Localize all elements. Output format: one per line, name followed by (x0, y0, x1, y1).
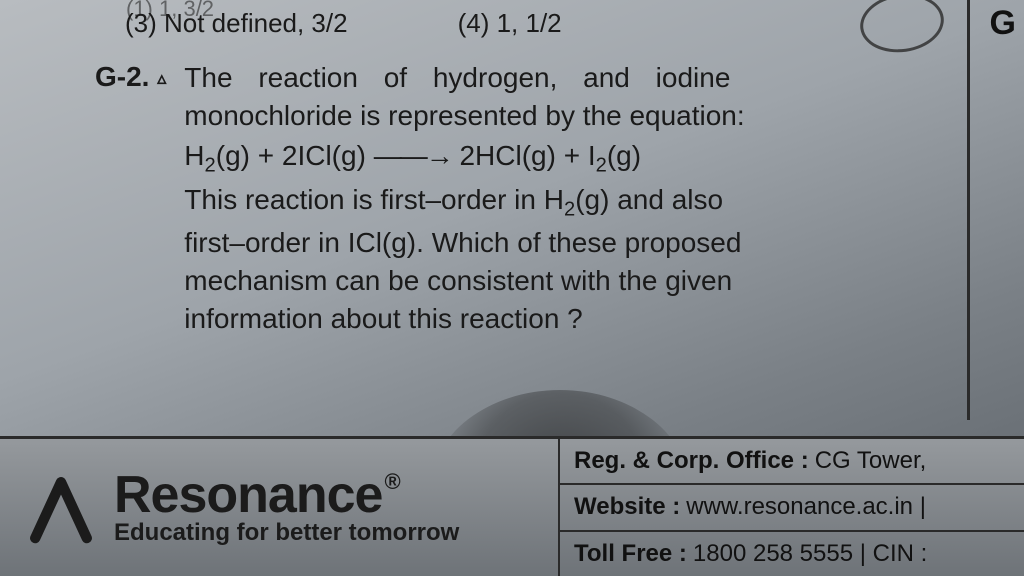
side-section-letter: G (990, 4, 1016, 43)
brand-cell: Resonance® Educating for better tomorrow (0, 439, 560, 576)
brand-name: Resonance® (114, 469, 459, 521)
mcq-options-row: (3) Not defined, 3/2 (4) 1, 1/2 (125, 8, 945, 39)
chemical-equation: H2(g) + 2ICl(g) ——→ 2HCl(g) + I2(g) (184, 137, 744, 180)
option-4: (4) 1, 1/2 (458, 8, 562, 39)
option-3: (3) Not defined, 3/2 (125, 8, 348, 39)
footer-bar: Resonance® Educating for better tomorrow… (0, 436, 1024, 576)
info-website: Website :www.resonance.ac.in | (560, 485, 1024, 531)
info-tollfree: Toll Free :1800 258 5555 | CIN : (560, 532, 1024, 576)
contact-info: Reg. & Corp. Office :CG Tower, Website :… (560, 439, 1024, 576)
resonance-logo-icon (18, 465, 104, 551)
brand-tagline: Educating for better tomorrow (114, 519, 459, 547)
page-content: (3) Not defined, 3/2 (4) 1, 1/2 G-2. ▵ T… (95, 0, 945, 338)
registered-icon: ® (384, 471, 399, 493)
question-number: G-2. ▵ (95, 61, 166, 93)
info-office: Reg. & Corp. Office :CG Tower, (560, 439, 1024, 485)
column-divider (967, 0, 970, 420)
question-text: The reaction of hydrogen, and iodine mon… (184, 59, 744, 338)
question-block: G-2. ▵ The reaction of hydrogen, and iod… (95, 59, 945, 338)
